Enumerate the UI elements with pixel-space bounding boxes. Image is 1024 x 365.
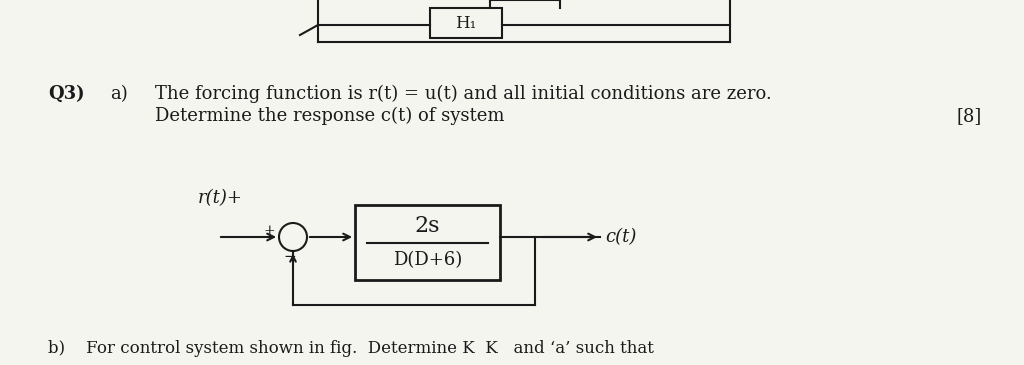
Text: c(t): c(t) bbox=[605, 228, 636, 246]
Text: H₁: H₁ bbox=[456, 15, 476, 31]
Text: a): a) bbox=[110, 85, 128, 103]
FancyBboxPatch shape bbox=[430, 8, 502, 38]
Text: +: + bbox=[263, 224, 275, 238]
Text: b)    For control system shown in fig.  Determine K  K   and ‘a’ such that: b) For control system shown in fig. Dete… bbox=[48, 340, 654, 357]
Text: [8]: [8] bbox=[956, 107, 981, 125]
Text: D(D+6): D(D+6) bbox=[393, 251, 462, 269]
Text: 2s: 2s bbox=[415, 215, 440, 237]
Text: Determine the response c(t) of system: Determine the response c(t) of system bbox=[155, 107, 505, 125]
FancyBboxPatch shape bbox=[355, 205, 500, 280]
Text: The forcing function is r(t) = u(t) and all initial conditions are zero.: The forcing function is r(t) = u(t) and … bbox=[155, 85, 772, 103]
Text: r(t)+: r(t)+ bbox=[198, 189, 243, 207]
Text: −: − bbox=[284, 249, 296, 264]
Text: Q3): Q3) bbox=[48, 85, 85, 103]
